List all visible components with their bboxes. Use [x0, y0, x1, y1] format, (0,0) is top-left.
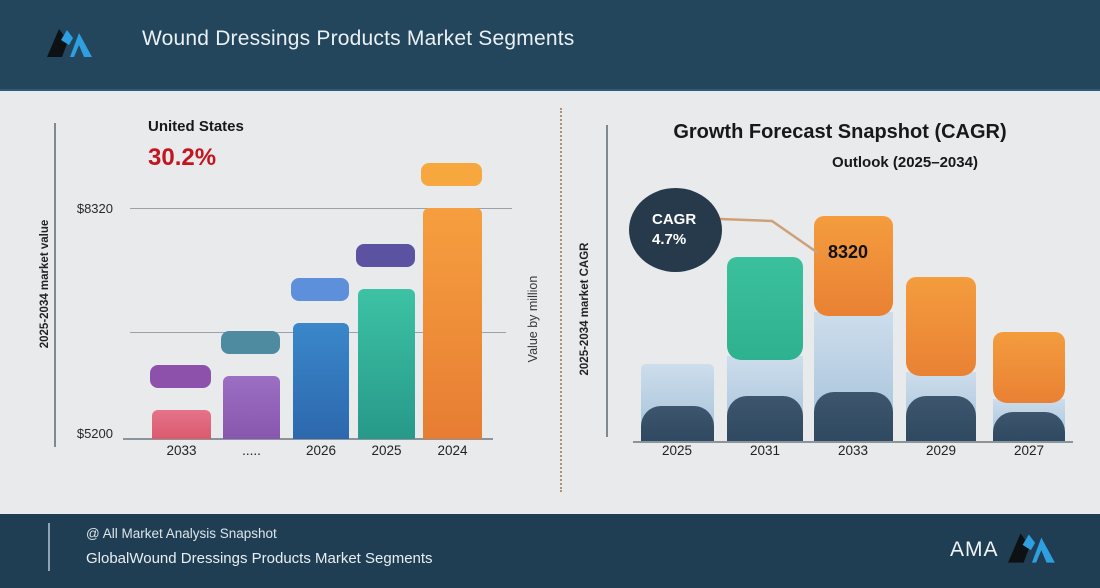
cagr-callout-badge: CAGR 4.7% — [629, 188, 722, 272]
left-y-axis-title: 2025-2034 market value — [39, 219, 51, 349]
bar-value-label: 8320 — [828, 242, 869, 262]
right-bar-seg-navy — [641, 406, 714, 441]
right-y-axis-title: 2025-2034 market CAGR — [579, 242, 591, 376]
left-bar-cap-2024 — [421, 163, 482, 186]
right-x-label: 2029 — [925, 443, 957, 458]
ama-logo-icon — [1008, 533, 1055, 563]
left-bar-cap-2026 — [291, 278, 349, 301]
left-gridline-top — [130, 208, 512, 209]
left-bar-2024 — [423, 208, 482, 439]
right-bar-seg-orange — [814, 216, 893, 316]
left-bar-2026 — [293, 323, 349, 439]
footer: @ All Market Analysis Snapshot GlobalWou… — [0, 514, 1100, 588]
page-title: Wound Dressings Products Market Segments — [142, 27, 575, 50]
right-bar-seg-orange — [906, 277, 976, 376]
left-x-label: 2025 — [371, 443, 402, 458]
left-chart-highlight-value: 30.2% — [148, 144, 217, 171]
right-chart-title: Growth Forecast Snapshot (CAGR) — [673, 121, 1007, 143]
footer-report-name: GlobalWound Dressings Products Market Se… — [86, 550, 433, 567]
footer-brand-text: AMA — [950, 538, 999, 561]
ama-logo-icon — [47, 29, 92, 57]
header: Wound Dressings Products Market Segments — [0, 0, 1100, 91]
cagr-callout-label: CAGR — [652, 210, 697, 228]
section-divider — [560, 108, 562, 492]
right-x-label: 2025 — [661, 443, 693, 458]
left-bar-cap-2033 — [150, 365, 211, 388]
right-bar-seg-navy — [993, 412, 1065, 441]
left-bar-2025 — [358, 289, 415, 439]
left-x-label: 2033 — [166, 443, 197, 458]
right-bar-seg-navy — [906, 396, 976, 441]
left-chart-label: United States — [148, 118, 244, 135]
left-bar-2033 — [152, 410, 211, 439]
left-bar-cap-..... — [221, 331, 280, 354]
right-chart-subtitle: Outlook (2025–2034) — [832, 154, 978, 171]
left-bar-..... — [223, 376, 280, 439]
right-x-axis-line — [633, 441, 1073, 443]
right-bar-seg-navy — [727, 396, 803, 441]
footer-divider-bar — [48, 523, 50, 571]
left-x-label: 2026 — [305, 443, 337, 458]
left-tick-5200: $5200 — [76, 426, 113, 441]
right-x-label: 2033 — [837, 443, 869, 458]
right-bar-seg-green — [727, 257, 803, 360]
footer-credit: @ All Market Analysis Snapshot — [86, 526, 277, 541]
left-tick-8320: $8320 — [76, 201, 113, 216]
cagr-callout-value: 4.7% — [652, 231, 687, 248]
left-right-axis-title: Value by million — [526, 275, 540, 363]
left-x-axis-line — [123, 438, 493, 440]
left-x-label: ..... — [242, 443, 261, 458]
left-x-label: 2024 — [437, 443, 468, 458]
left-y-axis-line — [54, 123, 56, 447]
right-bar-seg-orange — [993, 332, 1065, 403]
right-y-axis-line — [606, 125, 608, 437]
right-x-label: 2027 — [1013, 443, 1045, 458]
right-bar-seg-navy — [814, 392, 893, 441]
left-bar-cap-2025 — [356, 244, 415, 267]
right-x-label: 2031 — [749, 443, 781, 458]
